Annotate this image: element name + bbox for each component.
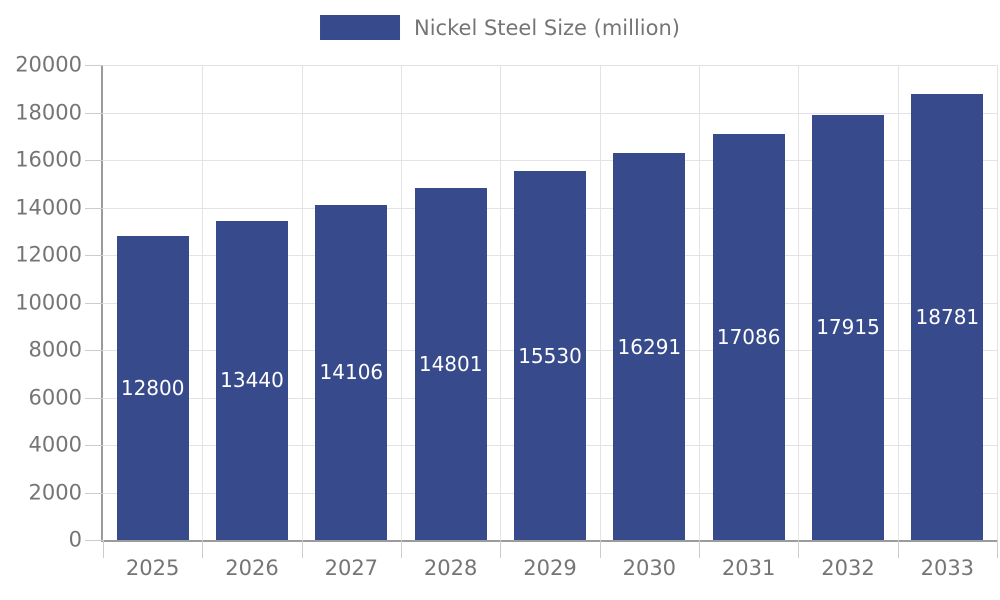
- bar-2030[interactable]: 16291: [613, 153, 686, 540]
- y-axis-tick: [85, 492, 103, 494]
- v-gridline: [997, 65, 998, 540]
- v-gridline: [400, 65, 402, 540]
- y-axis-tick: [85, 65, 103, 66]
- y-tick-label: 4000: [28, 432, 82, 457]
- y-axis-tick: [85, 207, 103, 209]
- v-gridline: [798, 65, 800, 540]
- x-tick-label: 2029: [523, 556, 577, 580]
- legend-label: Nickel Steel Size (million): [414, 15, 680, 40]
- y-axis-tick: [85, 445, 103, 446]
- bar-value-label: 14801: [418, 352, 483, 377]
- bar-value-label: 18781: [915, 304, 980, 329]
- x-axis-tick: [202, 540, 204, 558]
- v-gridline: [202, 65, 204, 540]
- x-axis-tick: [103, 540, 104, 558]
- y-tick-label: 12000: [15, 242, 82, 267]
- x-tick-label: 2032: [821, 556, 875, 580]
- bar-value-label: 15530: [518, 343, 582, 368]
- x-tick-label: 2030: [622, 556, 677, 580]
- x-tick-label: 2027: [324, 556, 379, 580]
- x-axis-tick: [997, 540, 998, 558]
- y-axis-tick: [85, 255, 103, 256]
- bar-value-label: 12800: [120, 376, 185, 400]
- x-tick-label: 2026: [225, 556, 279, 580]
- y-tick-label: 0: [68, 527, 82, 552]
- x-tick-label: 2028: [423, 556, 478, 580]
- bar-value-label: 14106: [319, 360, 384, 385]
- x-tick-label: 2031: [721, 556, 776, 580]
- bar-2025[interactable]: 12800: [116, 236, 189, 540]
- plot-area: 0 2000 4000 6000 8000 10000 12000 14000 16000 180…: [15, 54, 998, 579]
- y-tick-label: 20000: [15, 52, 82, 77]
- y-axis-tick: [85, 397, 103, 399]
- y-axis-tick: [85, 302, 103, 304]
- v-gridline: [698, 65, 700, 540]
- y-axis-tick: [85, 160, 103, 161]
- x-axis-tick: [698, 540, 700, 558]
- v-gridline: [897, 65, 899, 540]
- y-tick-label: 10000: [15, 290, 82, 314]
- y-tick-label: 6000: [28, 385, 82, 409]
- bar-2027[interactable]: 14106: [315, 204, 388, 540]
- x-axis-tick: [897, 540, 899, 558]
- h-gridline: [103, 65, 997, 66]
- y-tick-label: 2000: [28, 480, 82, 504]
- y-tick-label: 16000: [15, 147, 82, 172]
- y-tick-label: 8000: [28, 337, 82, 362]
- x-axis-tick: [599, 540, 601, 558]
- x-axis-tick: [301, 540, 303, 558]
- bar-value-label: 13440: [220, 368, 284, 393]
- x-axis-tick: [400, 540, 402, 558]
- bar-value-label: 16291: [617, 334, 682, 359]
- y-axis-tick: [85, 350, 103, 351]
- bar-2026[interactable]: 13440: [215, 220, 288, 540]
- x-tick-label: 2033: [920, 556, 975, 580]
- bar-value-label: 17086: [716, 325, 781, 350]
- legend-swatch: [320, 15, 401, 40]
- h-gridline: [103, 160, 997, 161]
- v-gridline: [500, 65, 502, 540]
- v-gridline: [599, 65, 601, 540]
- x-axis-line: [101, 540, 997, 542]
- y-axis-tick: [85, 540, 103, 541]
- x-axis-tick: [798, 540, 800, 558]
- y-tick-label: 14000: [15, 195, 82, 219]
- bar-2028[interactable]: 14801: [414, 188, 487, 540]
- x-tick-label: 2025: [125, 556, 180, 580]
- y-axis-tick: [85, 112, 103, 114]
- legend-item[interactable]: Nickel Steel Size (million): [320, 15, 680, 40]
- h-gridline: [103, 112, 997, 114]
- bar-2031[interactable]: 17086: [712, 134, 785, 540]
- bar-value-label: 17915: [816, 315, 880, 340]
- y-tick-label: 18000: [15, 100, 82, 124]
- bar-2029[interactable]: 15530: [514, 171, 586, 540]
- bar-2032[interactable]: 17915: [812, 114, 884, 540]
- bar-2033[interactable]: 18781: [911, 93, 984, 540]
- v-gridline: [301, 65, 303, 540]
- x-axis-tick: [500, 540, 502, 558]
